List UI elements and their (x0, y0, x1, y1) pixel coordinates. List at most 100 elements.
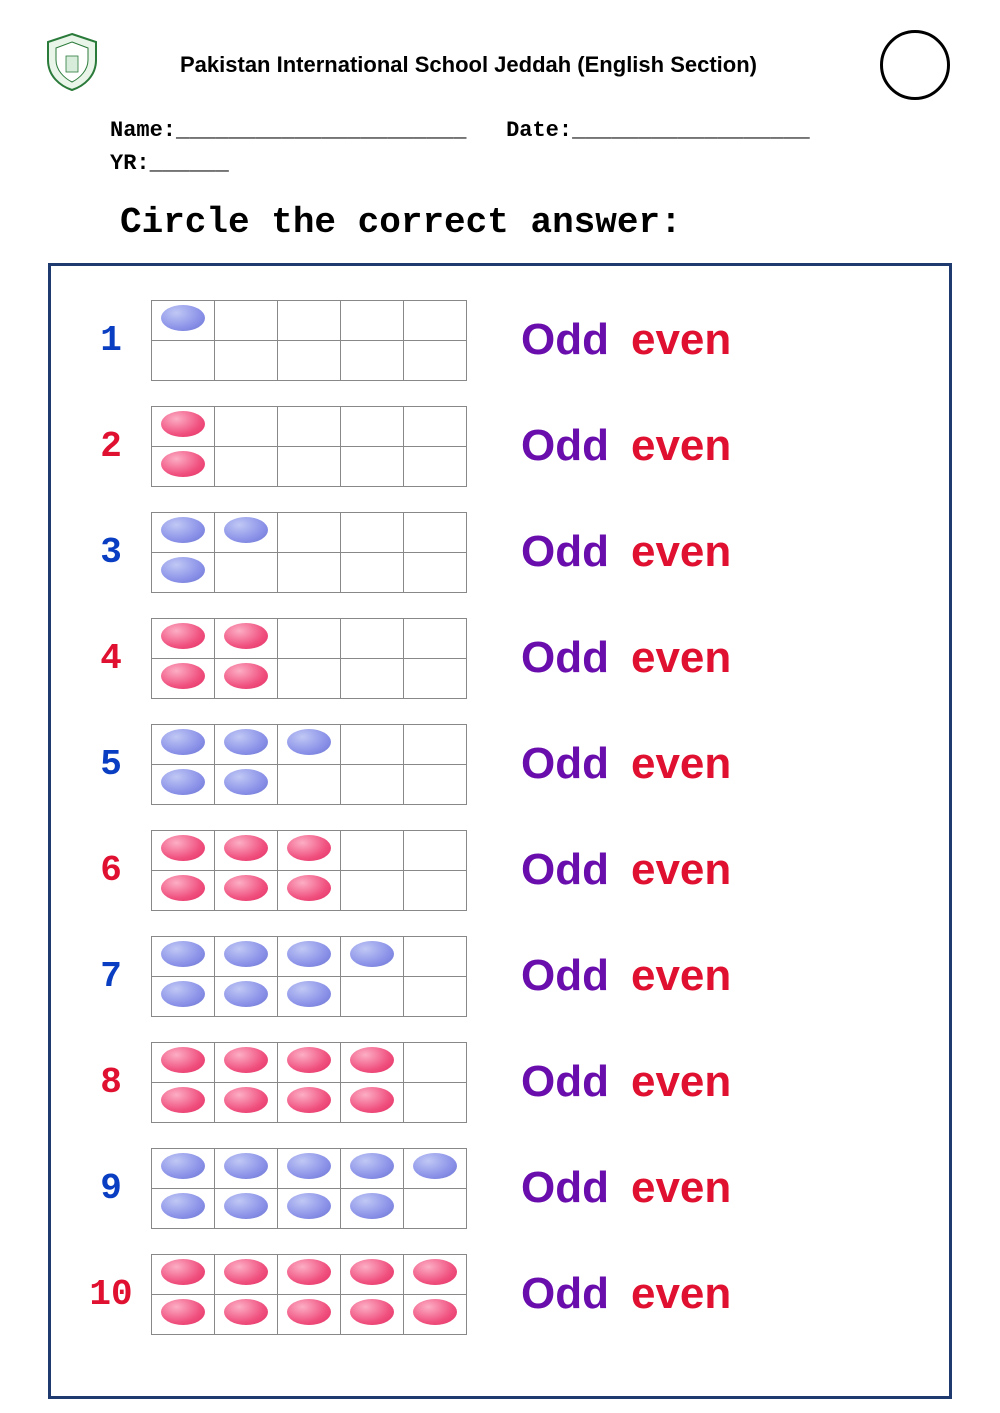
even-option[interactable]: even (631, 1057, 731, 1107)
grid-cell (278, 830, 341, 870)
grid-cell (152, 1294, 215, 1334)
grid-cell (152, 1042, 215, 1082)
even-option[interactable]: even (631, 951, 731, 1001)
even-option[interactable]: even (631, 845, 731, 895)
answer-options: Oddeven (481, 527, 731, 577)
question-row: 6Oddeven (71, 826, 929, 914)
answer-options: Oddeven (481, 739, 731, 789)
grid-cell (152, 406, 215, 446)
grid-cell (404, 936, 467, 976)
dot-grid (151, 1254, 467, 1335)
answer-options: Oddeven (481, 1057, 731, 1107)
dot-red-icon (161, 1259, 205, 1285)
even-option[interactable]: even (631, 527, 731, 577)
name-blank[interactable]: ______________________ (176, 118, 466, 143)
answer-options: Oddeven (481, 951, 731, 1001)
dot-blue-icon (161, 729, 205, 755)
grid-cell (341, 830, 404, 870)
dot-grid-wrap (151, 724, 481, 805)
dot-red-icon (224, 835, 268, 861)
worksheet-box: 1Oddeven2Oddeven3Oddeven4Oddeven5Oddeven… (48, 263, 952, 1399)
grid-cell (341, 1294, 404, 1334)
grid-cell (152, 870, 215, 910)
dot-red-icon (224, 1047, 268, 1073)
grid-cell (278, 1188, 341, 1228)
yr-line[interactable]: YR:______ (110, 147, 970, 180)
grid-cell (404, 552, 467, 592)
grid-cell (404, 1294, 467, 1334)
grid-cell (152, 300, 215, 340)
grid-cell (215, 406, 278, 446)
grid-cell (278, 658, 341, 698)
odd-option[interactable]: Odd (521, 315, 609, 365)
question-row: 8 Oddeven (71, 1038, 929, 1126)
dot-blue-icon (161, 981, 205, 1007)
even-option[interactable]: even (631, 421, 731, 471)
odd-option[interactable]: Odd (521, 421, 609, 471)
even-option[interactable]: even (631, 633, 731, 683)
grid-cell (215, 1042, 278, 1082)
dot-red-icon (287, 835, 331, 861)
odd-option[interactable]: Odd (521, 845, 609, 895)
odd-option[interactable]: Odd (521, 1163, 609, 1213)
grid-cell (404, 340, 467, 380)
dot-blue-icon (224, 769, 268, 795)
grid-cell (215, 936, 278, 976)
grid-cell (278, 724, 341, 764)
grid-cell (152, 658, 215, 698)
dot-grid (151, 724, 467, 805)
grid-cell (278, 300, 341, 340)
dot-blue-icon (413, 1153, 457, 1179)
question-number: 4 (71, 638, 151, 679)
dot-red-icon (224, 875, 268, 901)
question-row: 7Oddeven (71, 932, 929, 1020)
odd-option[interactable]: Odd (521, 1057, 609, 1107)
date-blank[interactable]: __________________ (572, 118, 810, 143)
dot-blue-icon (287, 941, 331, 967)
dot-red-icon (161, 451, 205, 477)
name-date-line[interactable]: Name:______________________ Date:_______… (110, 114, 970, 147)
question-row: 4 Oddeven (71, 614, 929, 702)
even-option[interactable]: even (631, 315, 731, 365)
grid-cell (404, 1082, 467, 1122)
odd-option[interactable]: Odd (521, 633, 609, 683)
score-circle[interactable] (880, 30, 950, 100)
question-number: 10 (71, 1274, 151, 1315)
dot-grid (151, 936, 467, 1017)
odd-option[interactable]: Odd (521, 739, 609, 789)
grid-cell (152, 976, 215, 1016)
grid-cell (341, 1188, 404, 1228)
grid-cell (215, 300, 278, 340)
dot-grid-wrap (151, 512, 481, 593)
grid-cell (341, 1082, 404, 1122)
dot-red-icon (350, 1047, 394, 1073)
question-number: 8 (71, 1062, 151, 1103)
grid-cell (404, 446, 467, 486)
dot-blue-icon (224, 1193, 268, 1219)
grid-cell (404, 724, 467, 764)
dot-red-icon (224, 1259, 268, 1285)
yr-blank[interactable]: ______ (150, 151, 229, 176)
grid-cell (152, 1082, 215, 1122)
even-option[interactable]: even (631, 1269, 731, 1319)
even-option[interactable]: even (631, 739, 731, 789)
header: Pakistan International School Jeddah (En… (30, 30, 970, 100)
grid-cell (278, 1042, 341, 1082)
question-number: 9 (71, 1168, 151, 1209)
grid-cell (341, 340, 404, 380)
question-row: 1Oddeven (71, 296, 929, 384)
dot-grid-wrap (151, 936, 481, 1017)
grid-cell (341, 1148, 404, 1188)
dot-blue-icon (224, 1153, 268, 1179)
grid-cell (278, 618, 341, 658)
odd-option[interactable]: Odd (521, 527, 609, 577)
odd-option[interactable]: Odd (521, 1269, 609, 1319)
grid-cell (278, 446, 341, 486)
odd-option[interactable]: Odd (521, 951, 609, 1001)
grid-cell (341, 870, 404, 910)
dot-blue-icon (224, 517, 268, 543)
student-info: Name:______________________ Date:_______… (30, 114, 970, 180)
even-option[interactable]: even (631, 1163, 731, 1213)
grid-cell (215, 1254, 278, 1294)
dot-red-icon (161, 875, 205, 901)
